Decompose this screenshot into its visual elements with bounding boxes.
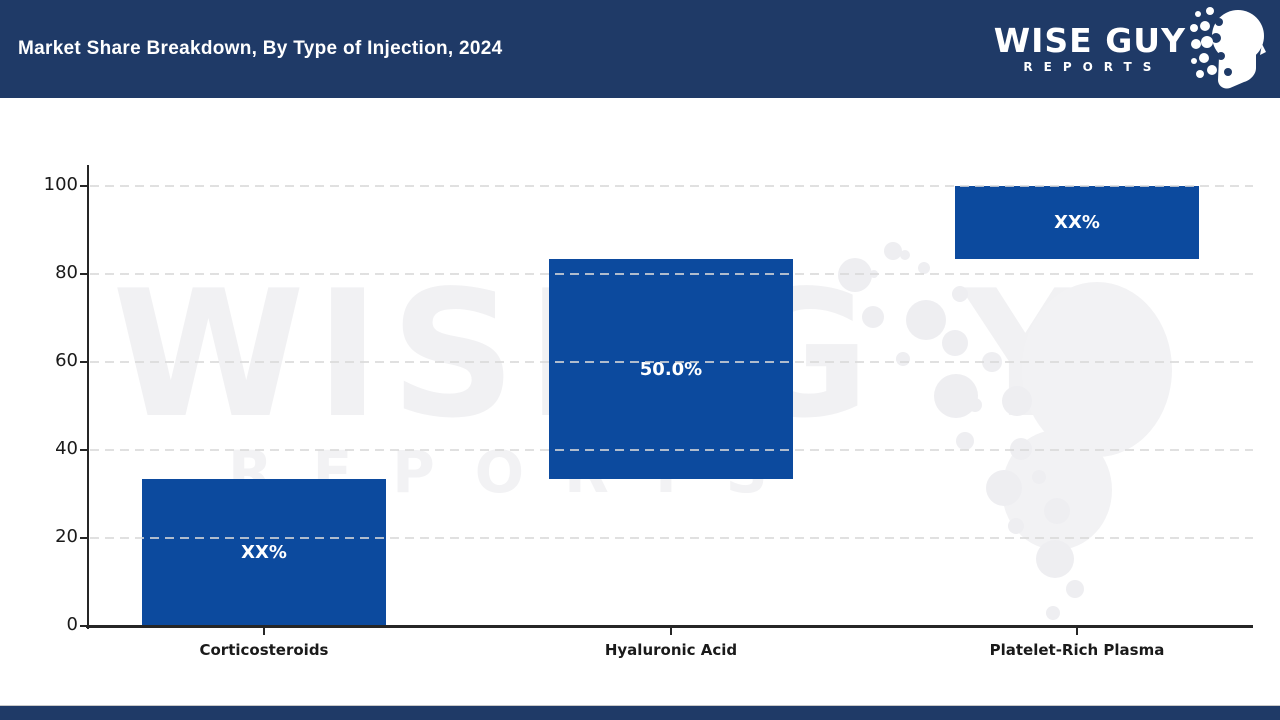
header-bar: Market Share Breakdown, By Type of Injec… — [0, 0, 1280, 98]
x-axis-line — [86, 625, 1253, 628]
watermark-face-blob — [1022, 282, 1172, 457]
bar-value-label: XX% — [241, 542, 287, 564]
watermark-dot — [1008, 518, 1024, 534]
y-tick-label: 20 — [55, 526, 78, 547]
watermark-dot — [934, 374, 978, 418]
gridline — [90, 273, 1253, 275]
x-axis-tick — [670, 628, 672, 635]
wise-guy-logo: WISE GUY REPORTS — [994, 4, 1266, 94]
watermark-letter-y: Y — [962, 254, 1089, 457]
watermark-dot — [1036, 540, 1074, 578]
y-axis-tick — [80, 273, 89, 275]
page-title: Market Share Breakdown, By Type of Injec… — [18, 38, 503, 59]
watermark-dot — [1002, 386, 1032, 416]
y-tick-label: 40 — [55, 438, 78, 459]
watermark-dot — [838, 258, 872, 292]
y-tick-label: 100 — [43, 174, 78, 195]
logo-face-icon — [1188, 4, 1266, 94]
watermark-dot — [956, 432, 974, 450]
category-label: Corticosteroids — [199, 641, 329, 659]
y-axis-tick — [80, 537, 89, 539]
watermark-dot — [942, 330, 968, 356]
gridline — [90, 537, 1253, 539]
bar-segment: XX% — [955, 186, 1199, 260]
logo-wordmark: WISE GUY — [993, 21, 1186, 60]
y-tick-label: 0 — [66, 614, 78, 635]
gridline — [90, 449, 1253, 451]
x-axis-tick — [263, 628, 265, 635]
watermark-dot — [900, 250, 910, 260]
y-axis-tick — [80, 361, 89, 363]
bar-value-label: 50.0% — [639, 358, 703, 380]
watermark-dot — [952, 286, 968, 302]
watermark-dot — [896, 352, 910, 366]
bar-value-label: XX% — [1054, 212, 1100, 234]
x-axis-tick — [1076, 628, 1078, 635]
logo-subtitle: REPORTS — [1023, 60, 1163, 74]
watermark-dot — [862, 306, 884, 328]
watermark-dot — [1044, 498, 1070, 524]
category-label: Platelet-Rich Plasma — [989, 641, 1165, 659]
logo-text: WISE GUY REPORTS — [994, 24, 1186, 74]
bar-segment: 50.0% — [549, 259, 793, 480]
watermark-dot — [968, 398, 982, 412]
y-tick-label: 60 — [55, 350, 78, 371]
category-label: Hyaluronic Acid — [604, 641, 738, 659]
y-axis-tick — [80, 449, 89, 451]
watermark-dot — [986, 470, 1022, 506]
watermark-dot — [1032, 470, 1046, 484]
watermark-dot — [906, 300, 946, 340]
watermark-dot — [884, 242, 902, 260]
y-axis-tick — [80, 625, 89, 627]
watermark-dot — [1046, 606, 1060, 620]
bar-segment: XX% — [142, 479, 386, 626]
y-tick-label: 80 — [55, 262, 78, 283]
footer-bar — [0, 705, 1280, 720]
gridline — [90, 185, 1253, 187]
y-axis-tick — [80, 185, 89, 187]
watermark-dot — [1066, 580, 1084, 598]
watermark-face-blob — [1002, 430, 1112, 550]
gridline — [90, 361, 1253, 363]
y-axis-line — [87, 165, 89, 629]
